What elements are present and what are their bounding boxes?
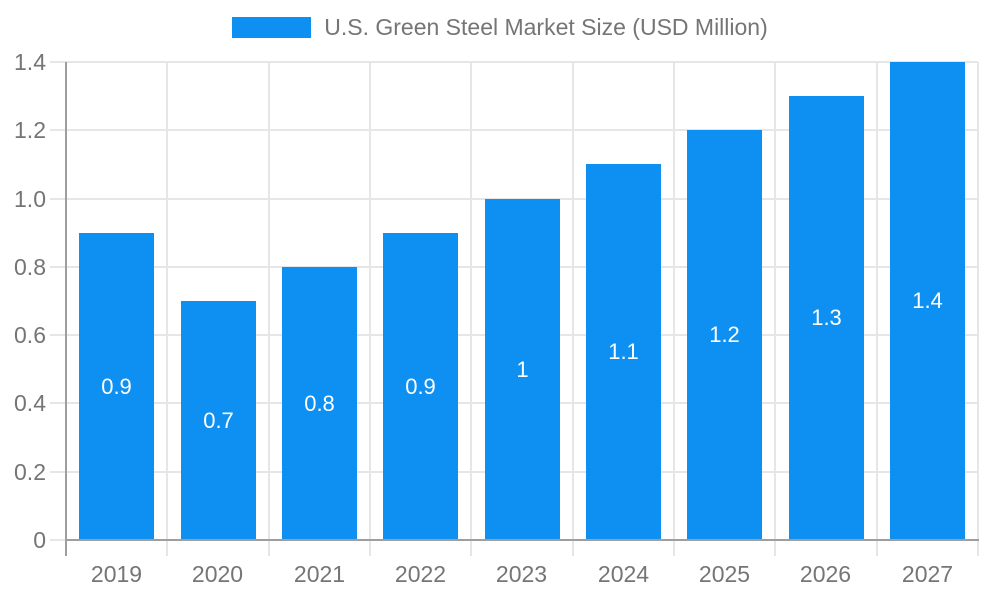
y-tick-label: 0.2 — [14, 459, 46, 485]
chart-legend[interactable]: U.S. Green Steel Market Size (USD Millio… — [0, 14, 1000, 42]
y-axis-line — [65, 62, 67, 556]
bar[interactable] — [789, 96, 864, 540]
y-tick-mark — [50, 471, 66, 473]
y-tick-label: 1.4 — [14, 49, 46, 75]
y-tick-mark — [50, 334, 66, 336]
legend-swatch — [232, 17, 312, 39]
x-tick-label: 2025 — [698, 561, 751, 587]
bar[interactable] — [687, 130, 762, 540]
bar-value-label: 1 — [516, 356, 529, 382]
bar[interactable] — [586, 164, 661, 540]
x-axis-line — [65, 539, 979, 541]
v-gridline — [572, 62, 574, 556]
v-gridline — [470, 62, 472, 556]
y-tick-label: 0 — [33, 527, 46, 553]
x-tick-label: 2024 — [597, 561, 650, 587]
bar-value-label: 0.9 — [101, 373, 132, 399]
bar-value-label: 1.1 — [608, 339, 639, 364]
y-tick-label: 0.4 — [14, 390, 46, 416]
legend-label: U.S. Green Steel Market Size (USD Millio… — [324, 14, 768, 40]
x-tick-label: 2023 — [495, 561, 548, 587]
v-gridline — [774, 62, 776, 556]
x-tick-label: 2027 — [901, 561, 954, 587]
y-tick-label: 0.6 — [14, 322, 46, 348]
bar-value-label: 0.7 — [203, 407, 234, 433]
h-gridline — [66, 129, 978, 131]
v-gridline — [268, 62, 270, 556]
y-tick-label: 1.0 — [14, 186, 46, 212]
x-tick-label: 2019 — [90, 561, 143, 587]
bar-value-label: 1.3 — [811, 305, 842, 330]
y-tick-label: 1.2 — [14, 117, 46, 143]
y-tick-mark — [50, 61, 66, 63]
bar-value-label: 0.8 — [304, 390, 335, 416]
y-tick-label: 0.8 — [14, 254, 46, 280]
v-gridline — [369, 62, 371, 556]
x-tick-label: 2020 — [191, 561, 244, 587]
bar[interactable] — [485, 199, 560, 540]
bar[interactable] — [282, 267, 357, 540]
bar[interactable] — [383, 233, 458, 540]
bar-value-label: 1.2 — [709, 322, 740, 347]
v-gridline — [876, 62, 878, 556]
bar[interactable] — [181, 301, 256, 540]
y-tick-mark — [50, 129, 66, 131]
bar-value-label: 0.9 — [405, 373, 436, 399]
y-tick-mark — [50, 198, 66, 200]
bar[interactable] — [890, 62, 965, 540]
x-tick-label: 2022 — [394, 561, 447, 587]
v-gridline — [166, 62, 168, 556]
y-tick-mark — [50, 402, 66, 404]
x-tick-label: 2021 — [293, 561, 346, 587]
bar-value-label: 1.4 — [912, 288, 943, 313]
bar[interactable] — [79, 233, 154, 540]
v-gridline — [673, 62, 675, 556]
y-tick-mark — [50, 266, 66, 268]
h-gridline — [66, 61, 978, 63]
y-tick-mark — [50, 539, 66, 541]
x-tick-label: 2026 — [799, 561, 852, 587]
v-gridline — [977, 62, 979, 556]
